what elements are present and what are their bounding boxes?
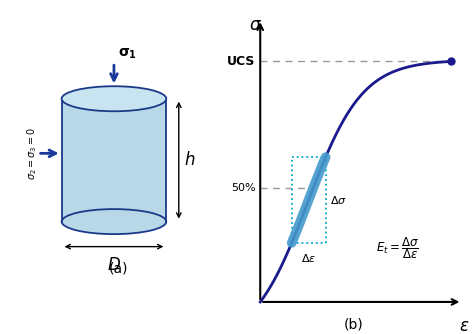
Text: 50%: 50%: [231, 183, 255, 193]
Text: (b): (b): [343, 318, 363, 332]
Text: $\varepsilon$: $\varepsilon$: [459, 317, 470, 334]
Text: $\sigma$: $\sigma$: [249, 16, 262, 34]
Polygon shape: [62, 99, 166, 221]
Text: $E_t = \dfrac{\Delta\sigma}{\Delta\varepsilon}$: $E_t = \dfrac{\Delta\sigma}{\Delta\varep…: [376, 235, 419, 261]
Ellipse shape: [62, 209, 166, 234]
Text: $\mathbf{\sigma_1}$: $\mathbf{\sigma_1}$: [118, 47, 137, 61]
Ellipse shape: [62, 86, 166, 111]
Text: $\Delta\varepsilon$: $\Delta\varepsilon$: [301, 252, 316, 264]
Text: (a): (a): [109, 261, 128, 275]
Text: $D$: $D$: [107, 256, 121, 274]
Text: $\sigma_2{=}\sigma_3{=}0$: $\sigma_2{=}\sigma_3{=}0$: [25, 127, 39, 180]
Text: $h$: $h$: [184, 151, 196, 169]
Text: UCS: UCS: [227, 55, 255, 68]
Text: $\Delta\sigma$: $\Delta\sigma$: [330, 194, 347, 206]
